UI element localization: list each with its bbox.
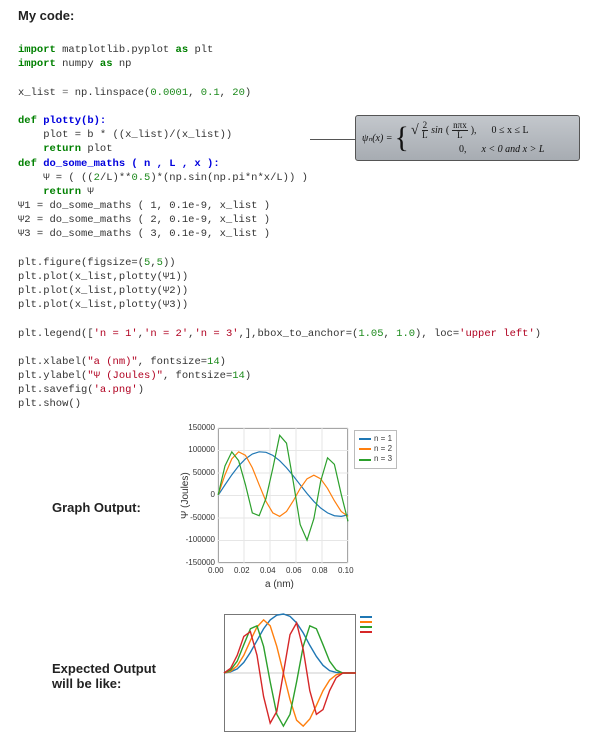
chart-legend: n = 1n = 2n = 3 (354, 430, 397, 469)
section-title-code: My code: (18, 8, 606, 23)
section-title-graph: Graph Output: (18, 420, 170, 515)
section-title-expected: Expected Output will be like: (18, 661, 188, 691)
expected-output-chart (206, 606, 386, 746)
code-block: import matplotlib.pyplot as plt import n… (18, 29, 606, 412)
x-axis-label: a (nm) (265, 579, 294, 590)
formula-box: ψₙ(x) = { √ 2L sin ( nπxL ), 0 ≤ x ≤ L 0… (355, 115, 580, 161)
formula-pointer (310, 139, 355, 140)
formula-lhs: ψₙ(x) = (362, 133, 393, 144)
expected-legend-icon (360, 616, 372, 636)
graph-output-chart: n = 1n = 2n = 3 Ψ (Joules) a (nm) -15000… (170, 420, 400, 600)
